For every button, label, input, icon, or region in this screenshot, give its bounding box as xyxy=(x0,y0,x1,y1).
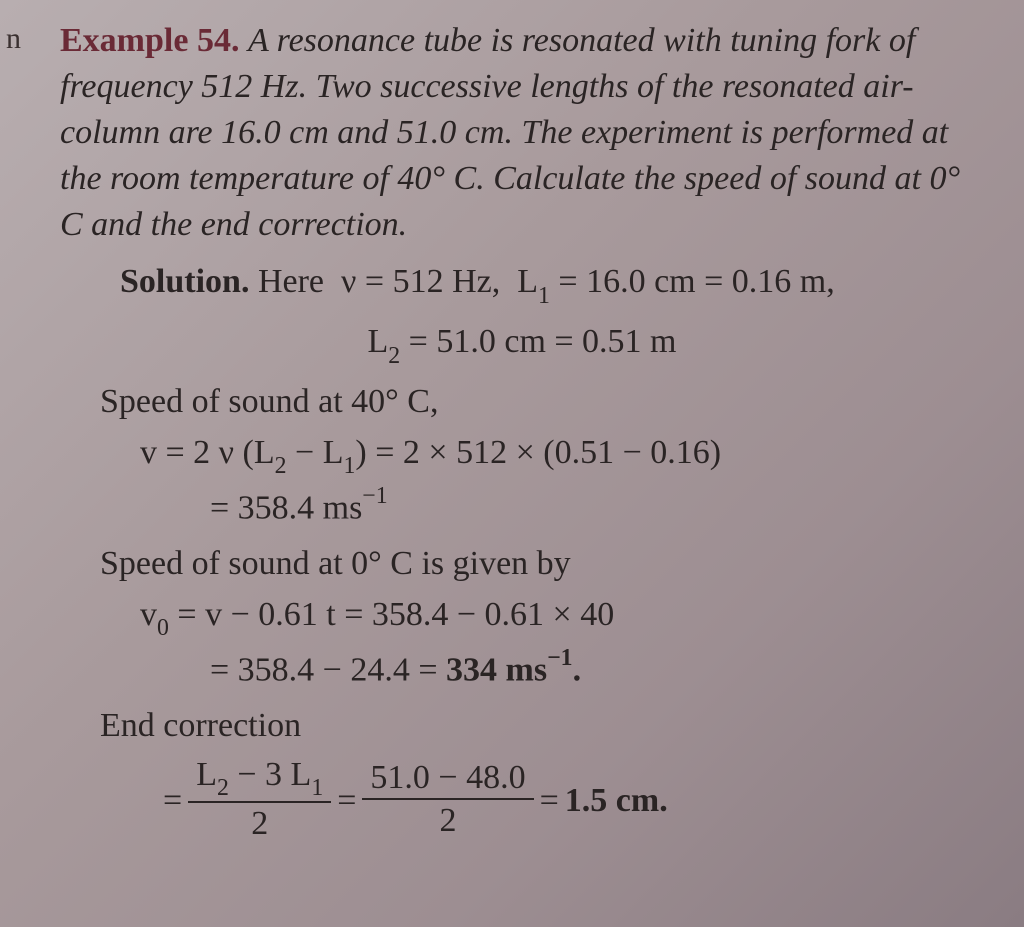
frac1-num: L2 − 3 L1 xyxy=(188,756,331,803)
example-block: Example 54. A resonance tube is resonate… xyxy=(60,18,984,247)
eq-equals-3: = xyxy=(540,782,559,820)
eq-equals-1: = xyxy=(163,782,182,820)
eq-v-lhs: v = 2 ν (L xyxy=(140,434,275,471)
frac1-den: 2 xyxy=(188,803,331,842)
eq-v-line2: = 358.4 ms−1 xyxy=(210,482,984,534)
eq-v0-line2: = 358.4 − 24.4 = 334 ms−1. xyxy=(210,644,984,696)
eq-v-result: = 358.4 ms xyxy=(210,489,362,526)
eq-v0-sub: 0 xyxy=(157,615,169,641)
frac1-num-b: − 3 L xyxy=(229,756,311,793)
given-prefix: Here xyxy=(258,263,324,300)
eq-v-mid: − L xyxy=(287,434,344,471)
given-L2-sub: 2 xyxy=(388,343,400,369)
frac1-num-a: L xyxy=(196,756,217,793)
solution-line-given: Solution. Here ν = 512 Hz, L1 = 16.0 cm … xyxy=(60,257,984,311)
textbook-page: n Example 54. A resonance tube is resona… xyxy=(0,0,1024,927)
given-L1-sub: 1 xyxy=(538,283,550,309)
eq-v-result-sup: −1 xyxy=(362,483,387,509)
given-L1-sym: L xyxy=(517,263,538,300)
given-nu: ν = 512 Hz, xyxy=(341,263,500,300)
fraction-1: L2 − 3 L1 2 xyxy=(188,756,331,842)
eq-v0-result-b: 334 ms xyxy=(446,651,547,688)
eq-v0-result-a: = 358.4 − 24.4 = xyxy=(210,651,446,688)
eq-v-rhs: ) = 2 × 512 × (0.51 − 0.16) xyxy=(355,434,721,471)
speed40-label: Speed of sound at 40° C, xyxy=(100,377,984,427)
eq-v0-lhs: v xyxy=(140,596,157,633)
frac1-num-sub1: 1 xyxy=(311,775,323,801)
eq-v0-result-sup: −1 xyxy=(547,645,572,671)
given-L2-val: = 51.0 cm = 0.51 m xyxy=(400,323,676,360)
eq-v-sub2: 2 xyxy=(275,453,287,479)
eq-equals-2: = xyxy=(337,782,356,820)
eq-v0-result-c: . xyxy=(573,651,582,688)
end-correction-label: End correction xyxy=(100,701,984,751)
speed0-label: Speed of sound at 0° C is given by xyxy=(100,539,984,589)
eq-v-line1: v = 2 ν (L2 − L1) = 2 × 512 × (0.51 − 0.… xyxy=(140,428,984,482)
example-label: Example 54. xyxy=(60,22,239,59)
eq-v0-line1: v0 = v − 0.61 t = 358.4 − 0.61 × 40 xyxy=(140,590,984,644)
eq-v0-rhs: = v − 0.61 t = 358.4 − 0.61 × 40 xyxy=(169,596,614,633)
given-L1-val: = 16.0 cm = 0.16 m, xyxy=(550,263,835,300)
frac2-num: 51.0 − 48.0 xyxy=(362,759,533,800)
margin-letter: n xyxy=(6,22,21,56)
end-correction-eq: = L2 − 3 L1 2 = 51.0 − 48.0 2 = 1.5 cm. xyxy=(160,756,984,842)
frac2-den: 2 xyxy=(362,800,533,839)
eq-v-sub1: 1 xyxy=(344,453,356,479)
frac1-num-sub2: 2 xyxy=(217,775,229,801)
solution-label: Solution. xyxy=(120,263,249,300)
given-L2-line: L2 = 51.0 cm = 0.51 m xyxy=(60,317,984,371)
given-L2-sym: L xyxy=(367,323,388,360)
fraction-2: 51.0 − 48.0 2 xyxy=(362,759,533,840)
end-correction-result: 1.5 cm. xyxy=(565,782,668,820)
